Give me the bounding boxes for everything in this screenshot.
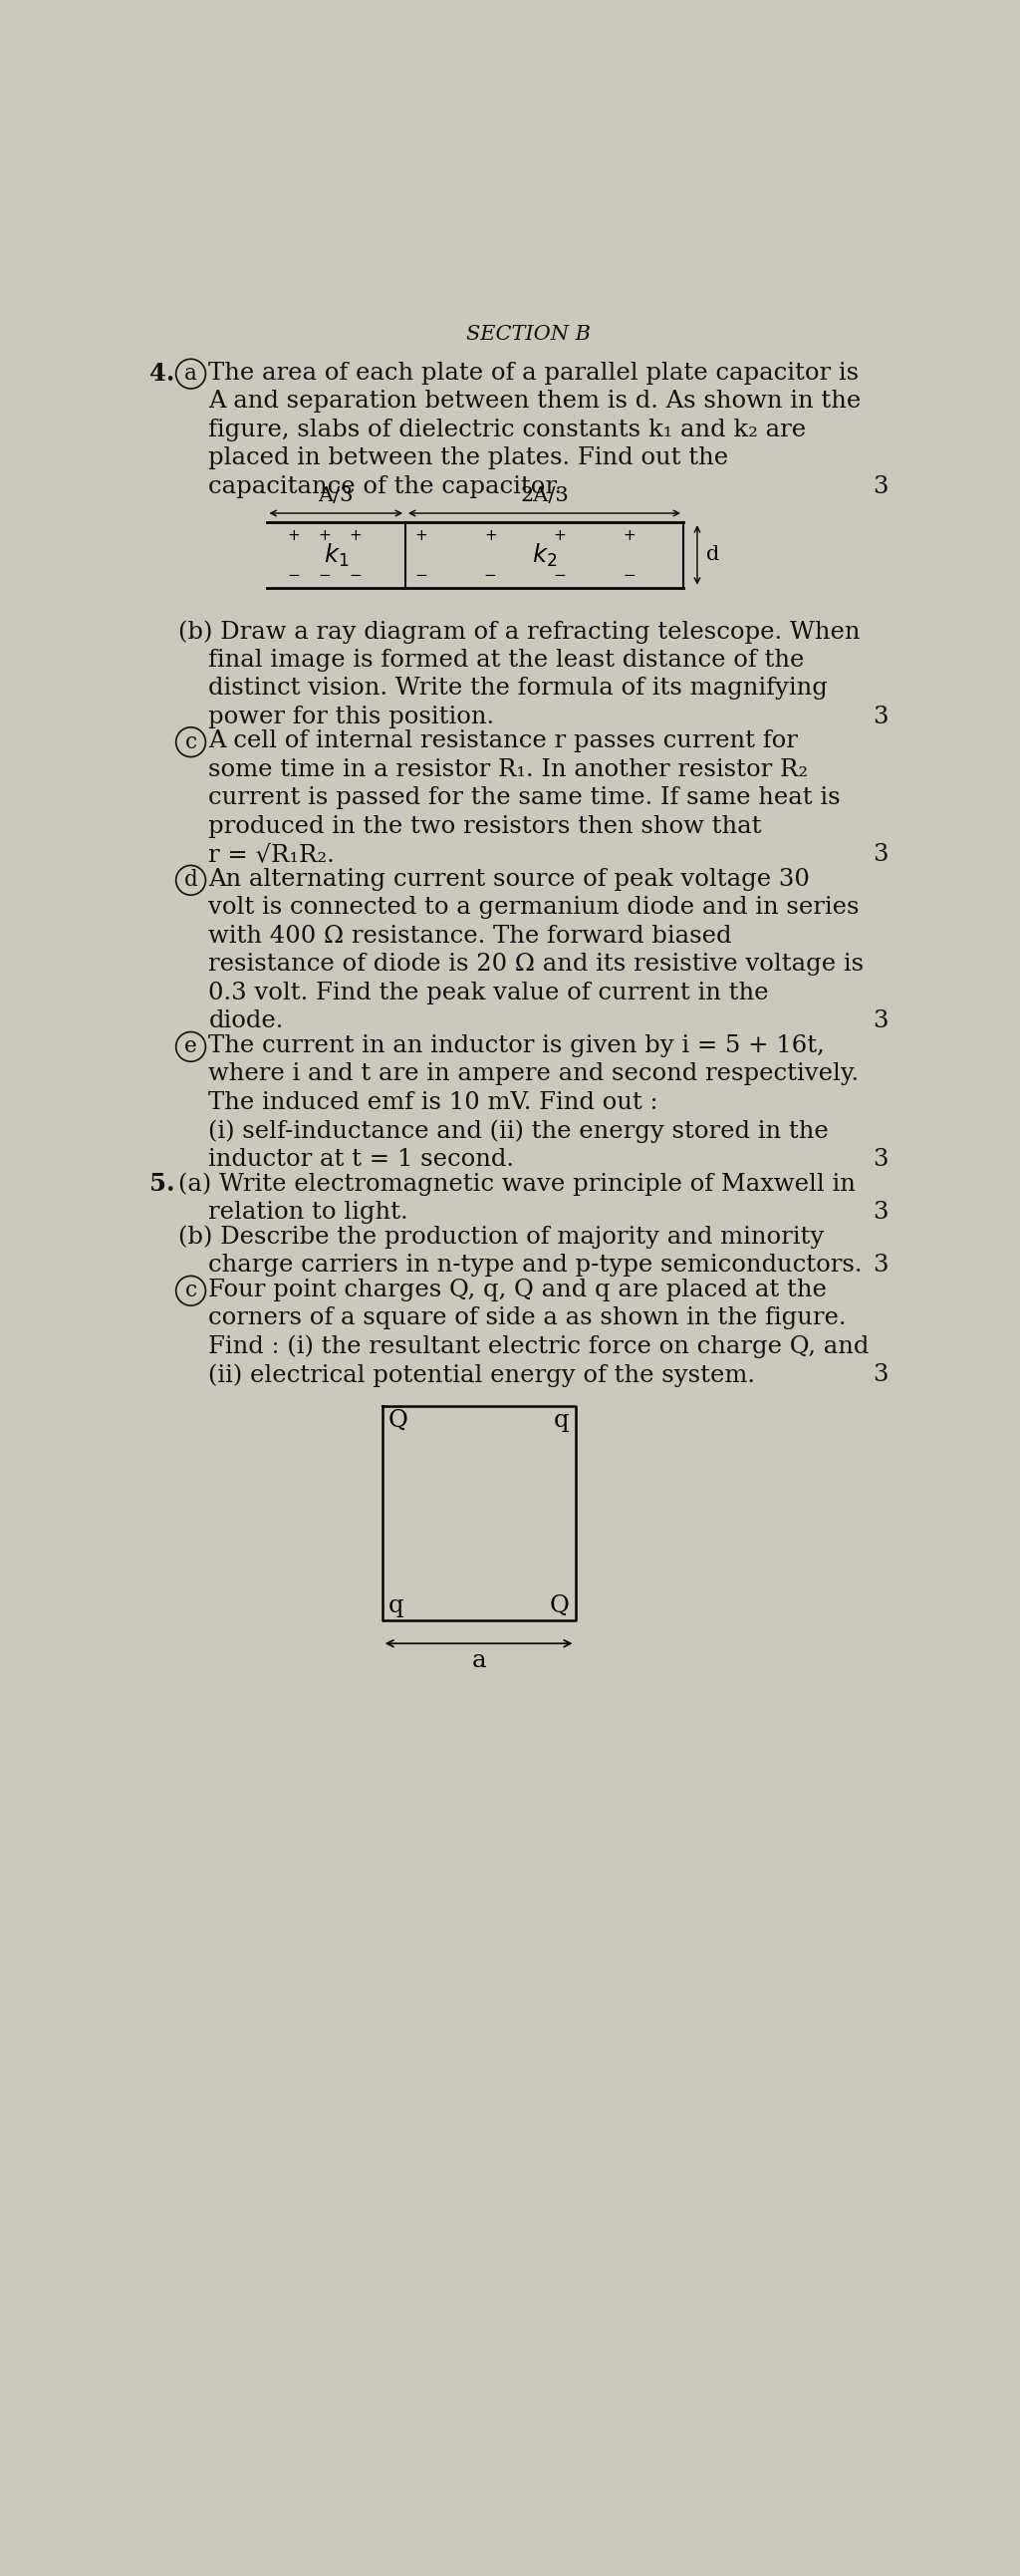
Text: A/3: A/3 — [318, 487, 354, 505]
Text: volt is connected to a germanium diode and in series: volt is connected to a germanium diode a… — [208, 896, 860, 920]
Text: some time in a resistor R₁. In another resistor R₂: some time in a resistor R₁. In another r… — [208, 757, 808, 781]
Text: 3: 3 — [872, 1255, 887, 1278]
Text: a: a — [471, 1649, 486, 1672]
Text: 5.: 5. — [149, 1172, 174, 1195]
Text: final image is formed at the least distance of the: final image is formed at the least dista… — [208, 649, 805, 672]
Text: (ii) electrical potential energy of the system.: (ii) electrical potential energy of the … — [208, 1363, 756, 1386]
Text: e: e — [185, 1036, 197, 1059]
Text: 0.3 volt. Find the peak value of current in the: 0.3 volt. Find the peak value of current… — [208, 981, 769, 1005]
Text: +: + — [349, 528, 361, 544]
Text: Q: Q — [550, 1595, 569, 1618]
Text: −: − — [623, 569, 635, 582]
Text: 3: 3 — [872, 1363, 887, 1386]
Text: 3: 3 — [872, 842, 887, 866]
Text: The induced emf is 10 mV. Find out :: The induced emf is 10 mV. Find out : — [208, 1092, 659, 1113]
Text: +: + — [554, 528, 566, 544]
Text: (b) Draw a ray diagram of a refracting telescope. When: (b) Draw a ray diagram of a refracting t… — [178, 621, 860, 644]
Text: +: + — [287, 528, 300, 544]
Text: 3: 3 — [872, 1200, 887, 1224]
Text: The current in an inductor is given by i = 5 + 16t,: The current in an inductor is given by i… — [208, 1033, 825, 1056]
Text: −: − — [349, 569, 361, 582]
Text: −: − — [483, 569, 497, 582]
Text: $k_2$: $k_2$ — [531, 541, 557, 569]
Text: −: − — [554, 569, 566, 582]
Text: d: d — [707, 546, 720, 564]
Text: −: − — [318, 569, 330, 582]
Text: q: q — [554, 1409, 569, 1432]
Text: produced in the two resistors then show that: produced in the two resistors then show … — [208, 814, 762, 837]
Text: $k_1$: $k_1$ — [323, 541, 349, 569]
Text: inductor at t = 1 second.: inductor at t = 1 second. — [208, 1149, 514, 1170]
Text: 4.: 4. — [149, 361, 174, 386]
Text: A and separation between them is d. As shown in the: A and separation between them is d. As s… — [208, 389, 861, 412]
Text: +: + — [623, 528, 635, 544]
Text: Find : (i) the resultant electric force on charge Q, and: Find : (i) the resultant electric force … — [208, 1334, 869, 1358]
Text: q: q — [388, 1595, 404, 1618]
Text: 3: 3 — [872, 1010, 887, 1033]
Text: SECTION B: SECTION B — [467, 325, 592, 343]
Text: 3: 3 — [872, 706, 887, 729]
Text: (b) Describe the production of majority and minority: (b) Describe the production of majority … — [178, 1226, 824, 1249]
Text: resistance of diode is 20 Ω and its resistive voltage is: resistance of diode is 20 Ω and its resi… — [208, 953, 864, 976]
Text: The area of each plate of a parallel plate capacitor is: The area of each plate of a parallel pla… — [208, 361, 859, 384]
Text: a: a — [185, 363, 197, 384]
Text: charge carriers in n-type and p-type semiconductors.: charge carriers in n-type and p-type sem… — [208, 1255, 863, 1278]
Text: 3: 3 — [872, 1149, 887, 1170]
Text: −: − — [414, 569, 427, 582]
Text: −: − — [287, 569, 300, 582]
Text: An alternating current source of peak voltage 30: An alternating current source of peak vo… — [208, 868, 810, 891]
Text: d: d — [184, 868, 198, 891]
Text: +: + — [318, 528, 330, 544]
Text: +: + — [483, 528, 497, 544]
Text: with 400 Ω resistance. The forward biased: with 400 Ω resistance. The forward biase… — [208, 925, 732, 948]
Text: c: c — [185, 1280, 197, 1301]
Text: +: + — [414, 528, 427, 544]
Text: where i and t are in ampere and second respectively.: where i and t are in ampere and second r… — [208, 1064, 859, 1084]
Text: capacitance of the capacitor.: capacitance of the capacitor. — [208, 474, 562, 497]
Text: placed in between the plates. Find out the: placed in between the plates. Find out t… — [208, 446, 728, 469]
Text: 3: 3 — [872, 474, 887, 497]
Text: current is passed for the same time. If same heat is: current is passed for the same time. If … — [208, 786, 840, 809]
Text: 2A/3: 2A/3 — [520, 487, 568, 505]
Text: power for this position.: power for this position. — [208, 706, 495, 729]
Text: relation to light.: relation to light. — [208, 1200, 408, 1224]
Text: c: c — [185, 732, 197, 752]
Text: corners of a square of side a as shown in the figure.: corners of a square of side a as shown i… — [208, 1306, 847, 1329]
Text: (i) self-inductance and (ii) the energy stored in the: (i) self-inductance and (ii) the energy … — [208, 1121, 829, 1144]
Text: diode.: diode. — [208, 1010, 284, 1033]
Text: r = √R₁R₂.: r = √R₁R₂. — [208, 842, 335, 866]
Text: (a) Write electromagnetic wave principle of Maxwell in: (a) Write electromagnetic wave principle… — [178, 1172, 856, 1195]
Text: Q: Q — [388, 1409, 408, 1432]
Text: figure, slabs of dielectric constants k₁ and k₂ are: figure, slabs of dielectric constants k₁… — [208, 417, 807, 440]
Text: A cell of internal resistance r passes current for: A cell of internal resistance r passes c… — [208, 729, 798, 752]
Text: distinct vision. Write the formula of its magnifying: distinct vision. Write the formula of it… — [208, 677, 828, 701]
Text: Four point charges Q, q, Q and q are placed at the: Four point charges Q, q, Q and q are pla… — [208, 1278, 827, 1301]
